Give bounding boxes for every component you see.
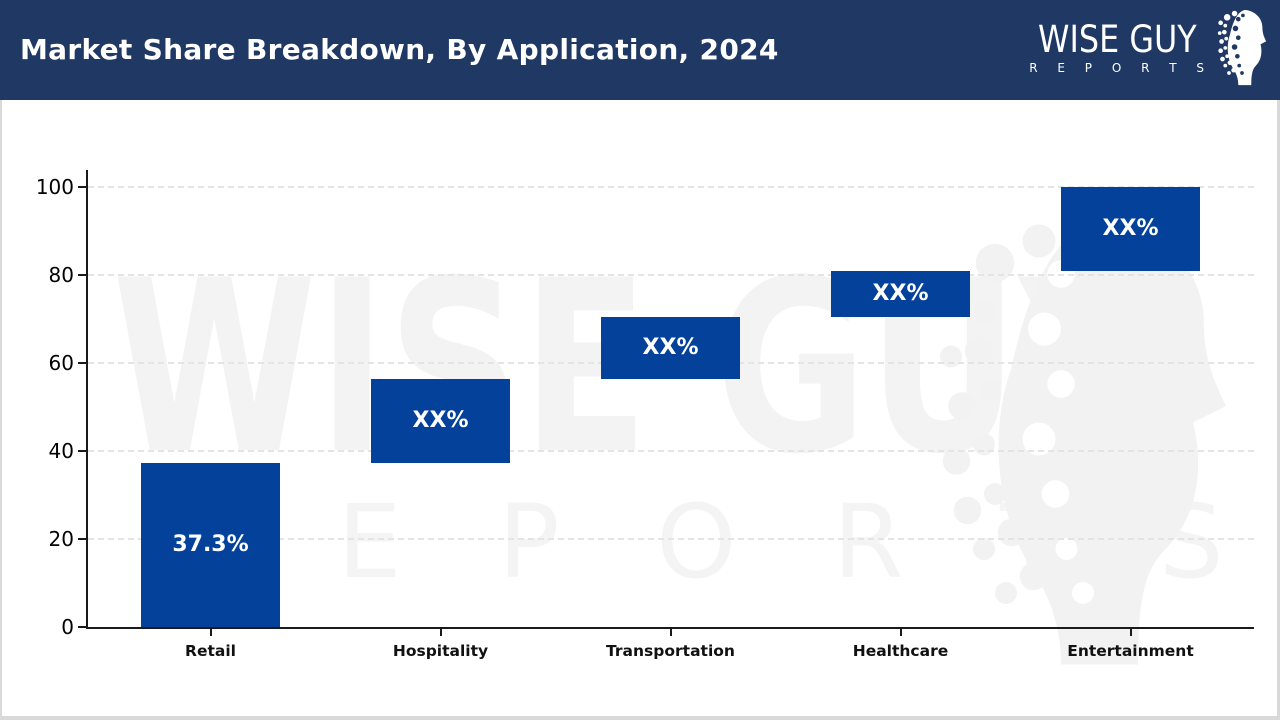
x-tick <box>1129 629 1132 636</box>
bar: 37.3% <box>141 462 280 627</box>
plot-area: 0 20 40 60 80 100 37.3% XX% XX% XX% XX% Retail Hospi… <box>0 100 1280 720</box>
bar: XX% <box>371 378 510 463</box>
x-tick-label: Hospitality <box>392 642 489 660</box>
y-tick <box>78 538 87 540</box>
y-tick <box>78 362 87 364</box>
wise-guy-logo: WISE GUY R E P O R T S <box>1023 8 1270 86</box>
x-tick-label: Retail <box>185 642 236 660</box>
y-tick <box>78 626 87 628</box>
x-tick <box>669 629 672 636</box>
x-tick-label: Transportation <box>606 642 735 660</box>
y-gridline <box>88 450 1254 452</box>
x-tick-label: Healthcare <box>852 642 949 660</box>
y-tick <box>78 274 87 276</box>
x-tick <box>209 629 212 636</box>
bar-value-label: XX% <box>412 408 469 434</box>
y-tick-label: 0 <box>61 615 74 639</box>
page-border-bottom <box>0 716 1280 720</box>
x-tick-label: Entertainment <box>1067 642 1194 660</box>
bar: XX% <box>601 316 740 379</box>
x-tick <box>899 629 902 636</box>
y-axis <box>86 170 88 629</box>
y-tick-label: 60 <box>48 351 74 375</box>
page-border-right <box>1277 100 1280 720</box>
page-border-left <box>0 100 2 720</box>
bar: XX% <box>1061 187 1200 271</box>
y-gridline <box>88 274 1254 276</box>
chart-title: Market Share Breakdown, By Application, … <box>20 33 779 66</box>
bar: XX% <box>831 270 970 317</box>
x-axis <box>88 627 1254 629</box>
header-bar: Market Share Breakdown, By Application, … <box>0 0 1280 100</box>
y-tick-label: 100 <box>35 175 74 199</box>
bar-value-label: 37.3% <box>172 532 249 558</box>
logo-face-icon <box>1214 8 1270 86</box>
logo-wordmark: WISE GUY <box>1038 17 1197 61</box>
bar-value-label: XX% <box>642 335 699 361</box>
y-gridline <box>88 538 1254 540</box>
chart-canvas: WISE GUY R E P O R T S 0 <box>0 100 1280 720</box>
watermark-face-icon <box>918 208 1248 674</box>
x-tick <box>439 629 442 636</box>
y-gridline <box>88 186 1254 188</box>
bar-value-label: XX% <box>1102 216 1159 242</box>
y-tick-label: 40 <box>48 439 74 463</box>
y-tick <box>78 186 87 188</box>
y-tick <box>78 450 87 452</box>
logo-text: WISE GUY R E P O R T S <box>1023 17 1212 76</box>
y-tick-label: 80 <box>48 263 74 287</box>
bar-value-label: XX% <box>872 281 929 307</box>
y-tick-label: 20 <box>48 527 74 551</box>
logo-subtitle: R E P O R T S <box>1029 61 1212 76</box>
